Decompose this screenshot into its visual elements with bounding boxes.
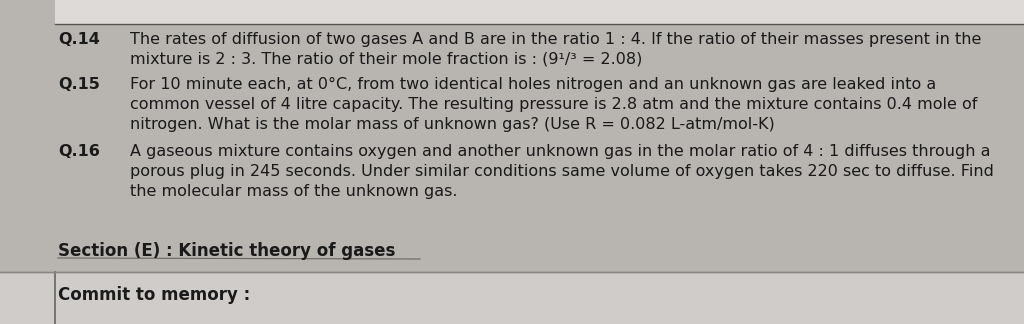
Text: Q.15: Q.15 [58, 77, 100, 92]
Text: The rates of diffusion of two gases A and B are in the ratio 1 : 4. If the ratio: The rates of diffusion of two gases A an… [130, 32, 981, 47]
Text: common vessel of 4 litre capacity. The resulting pressure is 2.8 atm and the mix: common vessel of 4 litre capacity. The r… [130, 97, 977, 112]
Bar [55, 0, 1024, 24]
Text: A gaseous mixture contains oxygen and another unknown gas in the molar ratio of : A gaseous mixture contains oxygen and an… [130, 144, 990, 159]
Text: Q.14: Q.14 [58, 32, 100, 47]
Text: nitrogen. What is the molar mass of unknown gas? (Use R = 0.082 L-atm/mol-K): nitrogen. What is the molar mass of unkn… [130, 117, 775, 132]
Text: For 10 minute each, at 0°C, from two identical holes nitrogen and an unknown gas: For 10 minute each, at 0°C, from two ide… [130, 77, 936, 92]
Text: porous plug in 245 seconds. Under similar conditions same volume of oxygen takes: porous plug in 245 seconds. Under simila… [130, 164, 994, 179]
Text: Section (E) : Kinetic theory of gases: Section (E) : Kinetic theory of gases [58, 242, 395, 260]
Text: mixture is 2 : 3. The ratio of their mole fraction is : (9¹/³ = 2.08): mixture is 2 : 3. The ratio of their mol… [130, 52, 642, 67]
Text: Q.16: Q.16 [58, 144, 100, 159]
Text: the molecular mass of the unknown gas.: the molecular mass of the unknown gas. [130, 184, 458, 199]
Bar [0, 272, 1024, 324]
Text: Commit to memory :: Commit to memory : [58, 286, 250, 304]
